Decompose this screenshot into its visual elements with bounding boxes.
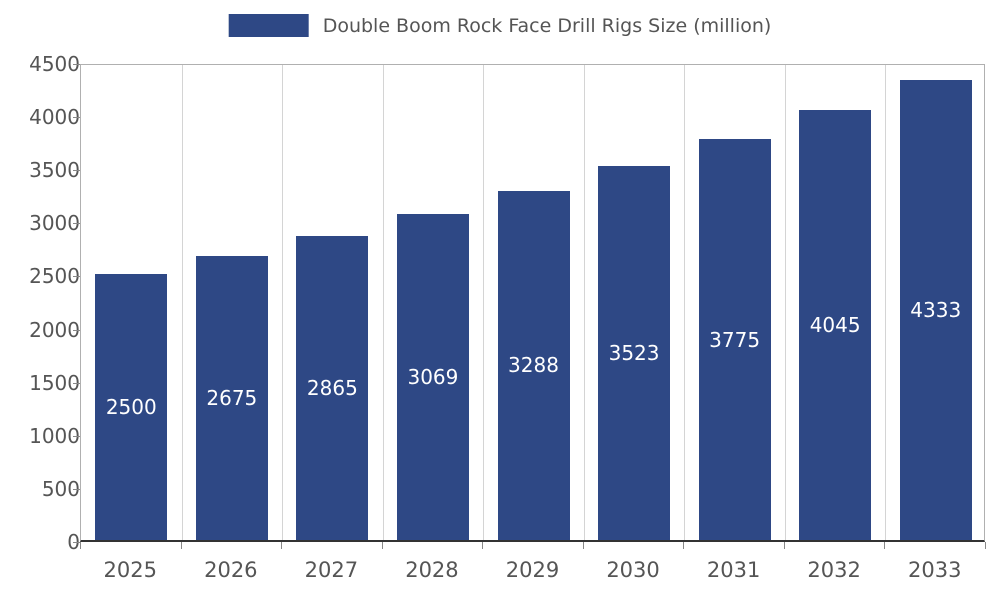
y-tick-label: 3000	[29, 211, 80, 236]
x-tick-mark	[783, 542, 785, 549]
x-tick-mark	[582, 542, 584, 549]
x-tick-label: 2026	[204, 558, 258, 582]
y-tick-label: 1500	[29, 370, 80, 395]
y-tick-mark	[73, 542, 80, 543]
bar-2030: 3523	[598, 165, 671, 540]
bar-2033: 4333	[899, 79, 972, 540]
x-tick-label: 2027	[304, 558, 359, 582]
bar-value-label: 2675	[206, 385, 258, 410]
bar-2028: 3069	[396, 214, 469, 540]
y-tick-label: 1000	[29, 423, 80, 448]
plot-area: 2500 2675 2865 3069 3288 3523 3775 4045 4333	[80, 64, 985, 542]
bar-value-label: 3775	[709, 327, 761, 352]
x-tick-mark	[80, 542, 81, 549]
x-tick-mark	[683, 542, 685, 549]
x-tick-mark	[180, 542, 182, 549]
y-tick-label: 500	[41, 476, 80, 501]
y-tick-mark	[73, 382, 80, 384]
bar-2027: 2865	[296, 235, 369, 540]
gridline	[885, 65, 887, 540]
y-tick-mark	[73, 329, 80, 331]
x-tick-mark	[381, 542, 383, 549]
y-tick-label: 2500	[29, 264, 80, 289]
y-tick-mark	[73, 117, 80, 119]
bar-2029: 3288	[497, 190, 570, 540]
bar-2031: 3775	[698, 139, 771, 540]
bar-value-label: 3288	[508, 353, 559, 378]
bar-2026: 2675	[195, 255, 268, 540]
bar-2032: 4045	[799, 110, 872, 540]
x-tick-label: 2032	[807, 558, 861, 582]
gridline	[181, 65, 183, 540]
bar-2025: 2500	[95, 274, 168, 540]
y-tick-mark	[73, 64, 80, 65]
bar-value-label: 4045	[809, 313, 861, 338]
gridline	[483, 65, 485, 540]
x-tick-label: 2028	[405, 558, 459, 582]
chart-title: Double Boom Rock Face Drill Rigs Size (m…	[322, 14, 772, 37]
bar-value-label: 2865	[306, 375, 358, 400]
gridline	[282, 65, 284, 540]
gridline	[583, 65, 585, 540]
y-tick-label: 4500	[29, 52, 80, 76]
y-tick-label: 3500	[29, 158, 80, 183]
bar-value-label: 4333	[910, 297, 962, 322]
gridline	[684, 65, 686, 540]
y-tick-mark	[73, 488, 80, 490]
legend-swatch	[228, 14, 309, 37]
x-tick-label: 2031	[706, 558, 761, 582]
y-tick-mark	[73, 276, 80, 278]
y-tick-mark	[73, 435, 80, 437]
x-tick-label: 2033	[907, 558, 962, 582]
x-tick-mark	[281, 542, 283, 549]
x-tick-mark	[482, 542, 484, 549]
legend-item[interactable]: Double Boom Rock Face Drill Rigs Size (m…	[228, 14, 772, 37]
y-tick-label: 2000	[29, 317, 80, 342]
bar-value-label: 2500	[105, 395, 157, 420]
gridline	[784, 65, 786, 540]
y-tick-label: 4000	[29, 105, 80, 130]
y-tick-label: 0	[67, 530, 80, 554]
x-tick-label: 2025	[103, 558, 157, 582]
y-tick-mark	[73, 223, 80, 225]
y-tick-mark	[73, 170, 80, 172]
x-tick-mark	[985, 542, 986, 549]
bar-value-label: 3523	[608, 340, 660, 365]
x-tick-mark	[884, 542, 886, 549]
bar-value-label: 3069	[407, 365, 459, 389]
x-tick-label: 2029	[505, 558, 560, 582]
gridline	[382, 65, 384, 540]
x-tick-label: 2030	[606, 558, 660, 582]
